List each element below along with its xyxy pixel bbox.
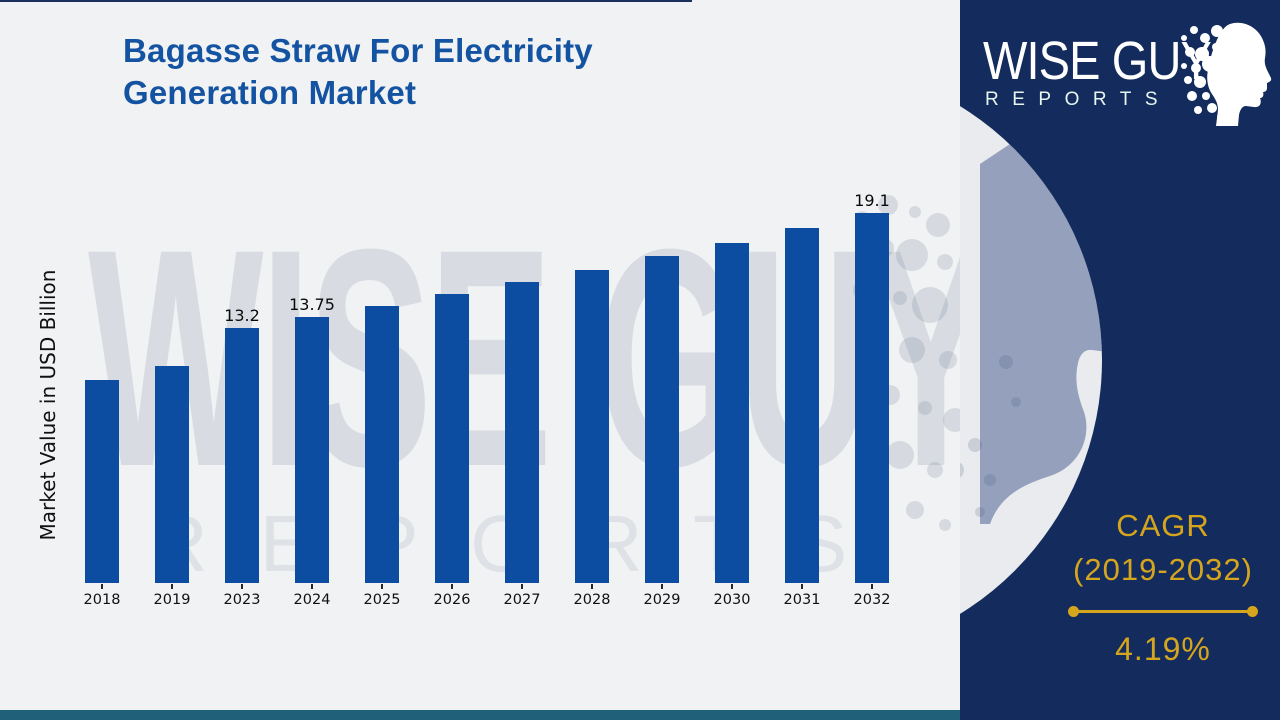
bar-2032 — [855, 213, 889, 583]
bar-2027 — [505, 282, 539, 583]
x-axis-tick-label: 2023 — [223, 592, 261, 608]
x-axis-tick — [311, 584, 313, 589]
x-axis-tick-label: 2025 — [363, 592, 401, 608]
brand-face-icon — [1181, 22, 1272, 126]
watermark-dot — [896, 239, 928, 271]
bar-2031 — [785, 228, 819, 583]
bar-2026 — [435, 294, 469, 583]
bottom-accent-strip — [0, 710, 960, 720]
circle-dot — [960, 461, 964, 479]
cagr-label: CAGR — [1116, 508, 1210, 543]
x-axis-tick-label: 2028 — [573, 592, 611, 608]
watermark-dot — [886, 441, 914, 469]
bar-2028 — [575, 270, 609, 583]
brand-panel: WISE GUY REPORTS CAGR (2019-2032) 4.19% — [960, 0, 1280, 720]
y-axis-label: Market Value in USD Billion — [36, 269, 60, 541]
watermark-dot — [899, 337, 925, 363]
x-axis-tick — [801, 584, 803, 589]
x-axis-tick — [101, 584, 103, 589]
bar-2029 — [645, 256, 679, 583]
x-axis-tick-label: 2032 — [853, 592, 891, 608]
page-title: Bagasse Straw For Electricity Generation… — [123, 30, 763, 114]
watermark-dot — [939, 519, 951, 531]
x-axis-tick — [381, 584, 383, 589]
faded-face-profile-graphic — [980, 129, 1102, 524]
x-axis-tick — [521, 584, 523, 589]
cagr-divider-line — [1068, 606, 1258, 617]
watermark-dot — [926, 213, 950, 237]
cagr-range: (2019-2032) — [1073, 552, 1253, 587]
circle-dot — [968, 438, 982, 452]
x-axis-tick — [731, 584, 733, 589]
watermark-dot — [918, 401, 932, 415]
x-axis-tick-label: 2027 — [503, 592, 541, 608]
bar-2030 — [715, 243, 749, 583]
x-axis-tick-label: 2031 — [783, 592, 821, 608]
x-axis-tick-label: 2026 — [433, 592, 471, 608]
x-axis-tick — [241, 584, 243, 589]
x-axis-tick — [451, 584, 453, 589]
bar-data-label: 19.1 — [854, 191, 890, 210]
bar-2024 — [295, 317, 329, 583]
bar-data-label: 13.2 — [224, 306, 260, 325]
page-title-line2: Generation Market — [123, 74, 417, 111]
x-axis-tick — [171, 584, 173, 589]
watermark-dot — [893, 291, 907, 305]
brand-logo-subtext: REPORTS — [985, 89, 1172, 110]
x-axis-tick-label: 2019 — [153, 592, 191, 608]
watermark-dot — [906, 501, 924, 519]
watermark-dot — [939, 351, 957, 369]
cagr-block: CAGR (2019-2032) 4.19% — [1018, 508, 1280, 668]
x-axis-tick — [871, 584, 873, 589]
watermark-dot — [912, 287, 948, 323]
x-axis-tick — [661, 584, 663, 589]
x-axis-tick — [591, 584, 593, 589]
watermark-dot — [878, 195, 898, 215]
brand-logo-text: WISE GUY — [983, 31, 1212, 91]
x-axis-tick-label: 2030 — [713, 592, 751, 608]
decorative-circle — [960, 62, 1102, 658]
x-axis-tick-label: 2018 — [83, 592, 121, 608]
watermark-dot — [937, 254, 953, 270]
cagr-value: 4.19% — [1115, 631, 1211, 667]
x-axis-tick-label: 2029 — [643, 592, 681, 608]
watermark-dot — [927, 462, 943, 478]
bar-2019 — [155, 366, 189, 583]
top-border-line — [0, 0, 692, 2]
bar-2023 — [225, 328, 259, 583]
page-title-line1: Bagasse Straw For Electricity — [123, 32, 593, 69]
watermark-dot — [909, 206, 921, 218]
bar-data-label: 13.75 — [289, 295, 335, 314]
bar-2018 — [85, 380, 119, 583]
brand-logo: WISE GUY REPORTS — [983, 31, 1245, 111]
bar-2025 — [365, 306, 399, 583]
x-axis-tick-label: 2024 — [293, 592, 331, 608]
